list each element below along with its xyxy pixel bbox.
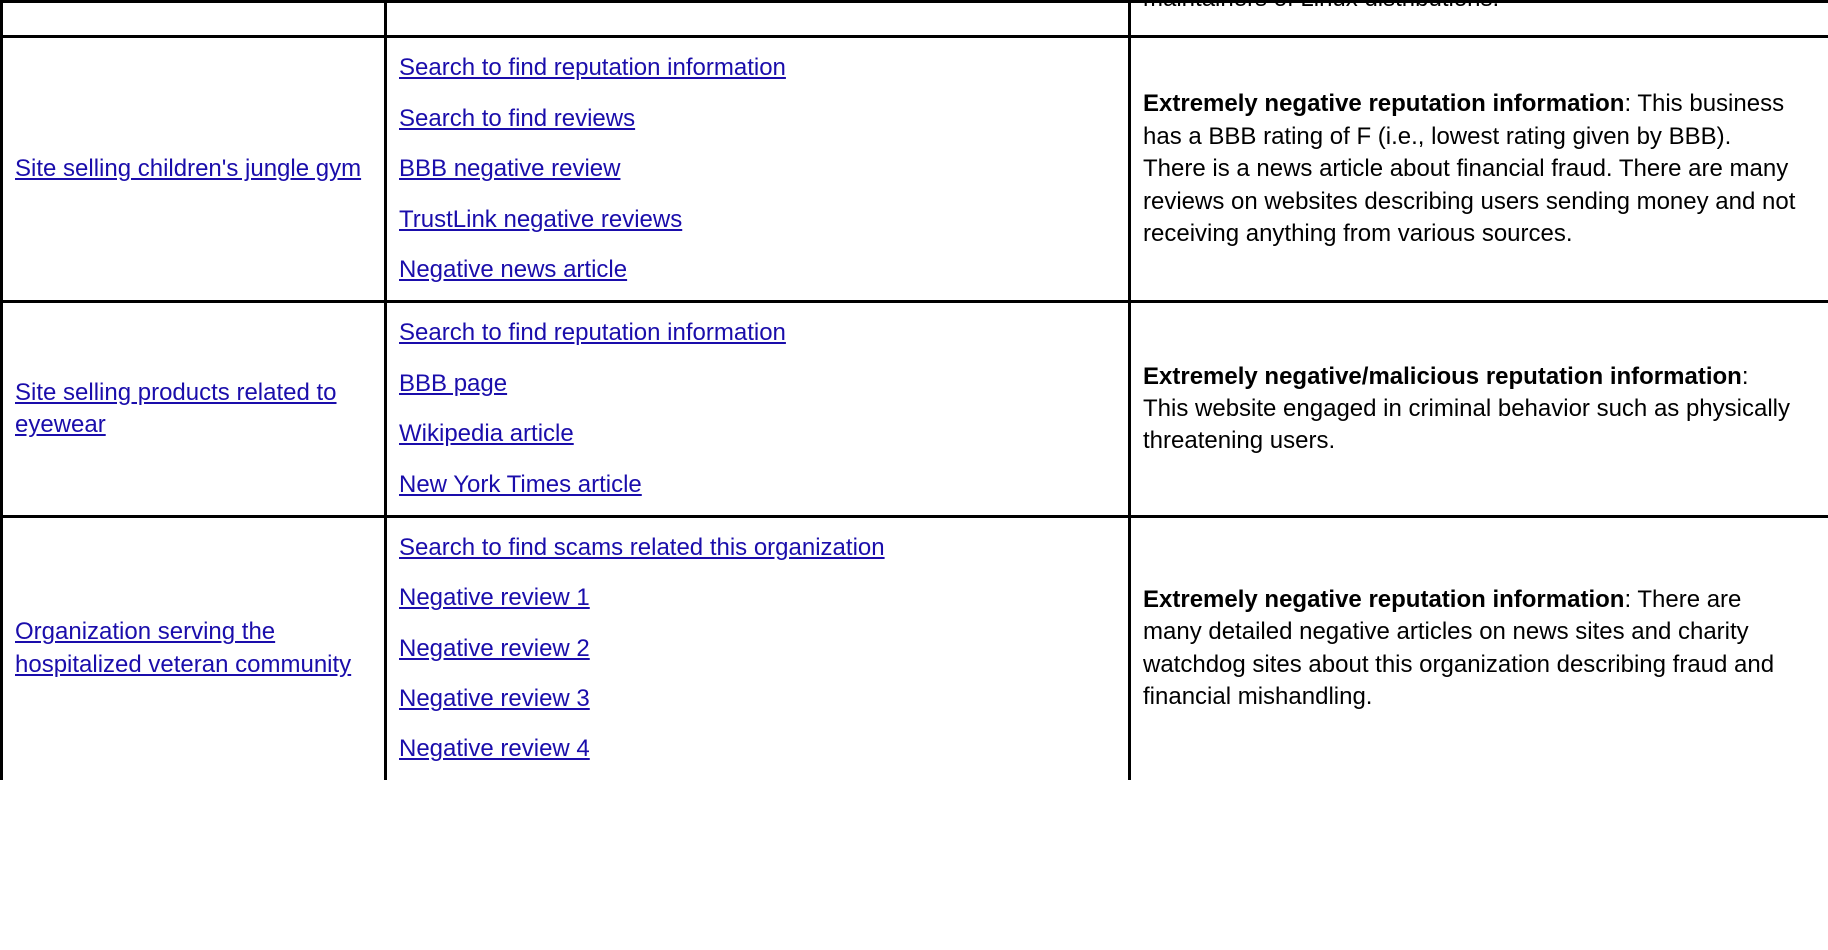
- cell-site: [2, 2, 386, 37]
- description-bold: Extremely negative reputation informatio…: [1143, 90, 1624, 117]
- reference-link[interactable]: TrustLink negative reviews: [399, 206, 682, 233]
- reference-link[interactable]: Negative review 3: [399, 685, 590, 712]
- cell-site: Organization serving the hospitalized ve…: [2, 516, 386, 779]
- cell-site: Site selling children's jungle gym: [2, 37, 386, 302]
- cell-links: [386, 2, 1130, 37]
- reference-link[interactable]: Search to find reputation information: [399, 54, 786, 81]
- cell-links: Search to find scams related this organi…: [386, 516, 1130, 779]
- site-link[interactable]: Organization serving the hospitalized ve…: [15, 618, 351, 677]
- cell-links: Search to find reputation information BB…: [386, 302, 1130, 517]
- cell-description: maintainers of Linux distributions.: [1130, 2, 1828, 37]
- reference-link[interactable]: Search to find reputation information: [399, 319, 786, 346]
- reference-link[interactable]: Wikipedia article: [399, 420, 574, 447]
- reputation-table: maintainers of Linux distributions. Site…: [0, 0, 1828, 780]
- cell-description: Extremely negative reputation informatio…: [1130, 516, 1828, 779]
- reference-link[interactable]: Negative news article: [399, 256, 627, 283]
- reference-link[interactable]: Search to find scams related this organi…: [399, 534, 885, 561]
- reference-link[interactable]: BBB page: [399, 370, 507, 397]
- reference-link[interactable]: Negative review 4: [399, 735, 590, 762]
- cell-description: Extremely negative/malicious reputation …: [1130, 302, 1828, 517]
- reference-link[interactable]: BBB negative review: [399, 155, 620, 182]
- cell-site: Site selling products related to eyewear: [2, 302, 386, 517]
- reference-link[interactable]: Negative review 2: [399, 635, 590, 662]
- site-link[interactable]: Site selling products related to eyewear: [15, 379, 337, 438]
- reference-link[interactable]: Search to find reviews: [399, 105, 635, 132]
- description-bold: Extremely negative reputation informatio…: [1143, 586, 1624, 613]
- cell-links: Search to find reputation information Se…: [386, 37, 1130, 302]
- cell-description: Extremely negative reputation informatio…: [1130, 37, 1828, 302]
- reference-link[interactable]: Negative review 1: [399, 584, 590, 611]
- table-row: Organization serving the hospitalized ve…: [2, 516, 1828, 779]
- site-link[interactable]: Site selling children's jungle gym: [15, 155, 361, 182]
- table-row: Site selling children's jungle gym Searc…: [2, 37, 1828, 302]
- description-text: maintainers of Linux distributions.: [1143, 2, 1499, 13]
- reference-link[interactable]: New York Times article: [399, 471, 642, 498]
- description-bold: Extremely negative/malicious reputation …: [1143, 363, 1742, 390]
- table-row: Site selling products related to eyewear…: [2, 302, 1828, 517]
- table-row: maintainers of Linux distributions.: [2, 2, 1828, 37]
